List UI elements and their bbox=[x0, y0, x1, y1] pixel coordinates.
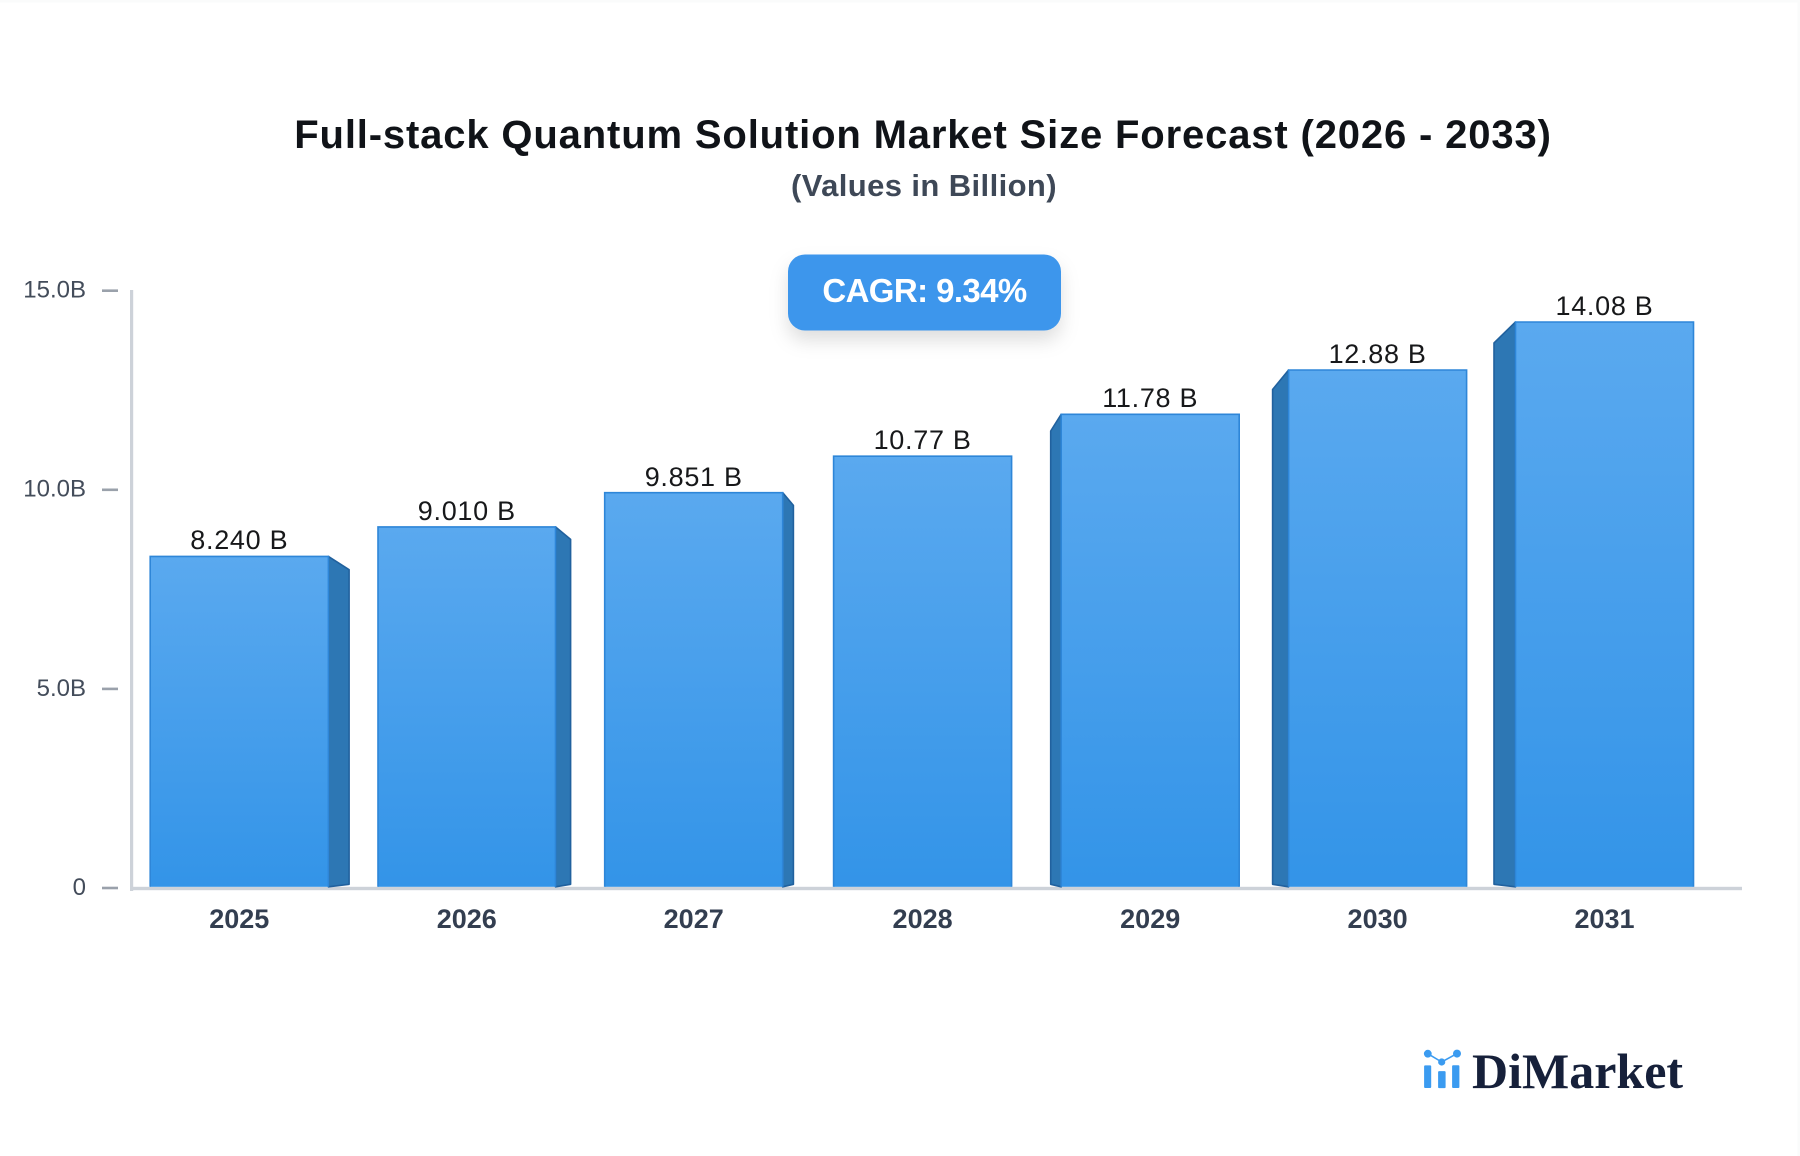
svg-text:2027: 2027 bbox=[664, 904, 724, 934]
svg-text:DiMarket: DiMarket bbox=[1472, 1043, 1683, 1099]
svg-text:11.78 B: 11.78 B bbox=[1102, 383, 1198, 413]
svg-text:14.08 B: 14.08 B bbox=[1556, 291, 1654, 321]
svg-text:10.0B: 10.0B bbox=[23, 476, 86, 503]
svg-text:2029: 2029 bbox=[1120, 904, 1180, 934]
svg-text:Full-stack Quantum Solution Ma: Full-stack Quantum Solution Market Size … bbox=[294, 113, 1552, 157]
svg-text:8.240 B: 8.240 B bbox=[190, 525, 288, 555]
svg-text:2026: 2026 bbox=[437, 904, 497, 934]
svg-text:10.77 B: 10.77 B bbox=[874, 425, 972, 455]
svg-text:9.010 B: 9.010 B bbox=[418, 496, 516, 526]
svg-text:2031: 2031 bbox=[1574, 904, 1634, 934]
svg-text:9.851 B: 9.851 B bbox=[645, 462, 743, 492]
svg-text:12.88 B: 12.88 B bbox=[1329, 339, 1427, 369]
svg-text:2025: 2025 bbox=[209, 904, 269, 934]
svg-text:5.0B: 5.0B bbox=[37, 675, 86, 702]
svg-text:(Values in Billion): (Values in Billion) bbox=[791, 168, 1057, 203]
svg-text:CAGR: 9.34%: CAGR: 9.34% bbox=[822, 272, 1027, 309]
svg-text:0: 0 bbox=[73, 874, 86, 901]
svg-text:2030: 2030 bbox=[1348, 904, 1408, 934]
svg-text:2028: 2028 bbox=[893, 904, 953, 934]
svg-text:15.0B: 15.0B bbox=[23, 277, 86, 304]
